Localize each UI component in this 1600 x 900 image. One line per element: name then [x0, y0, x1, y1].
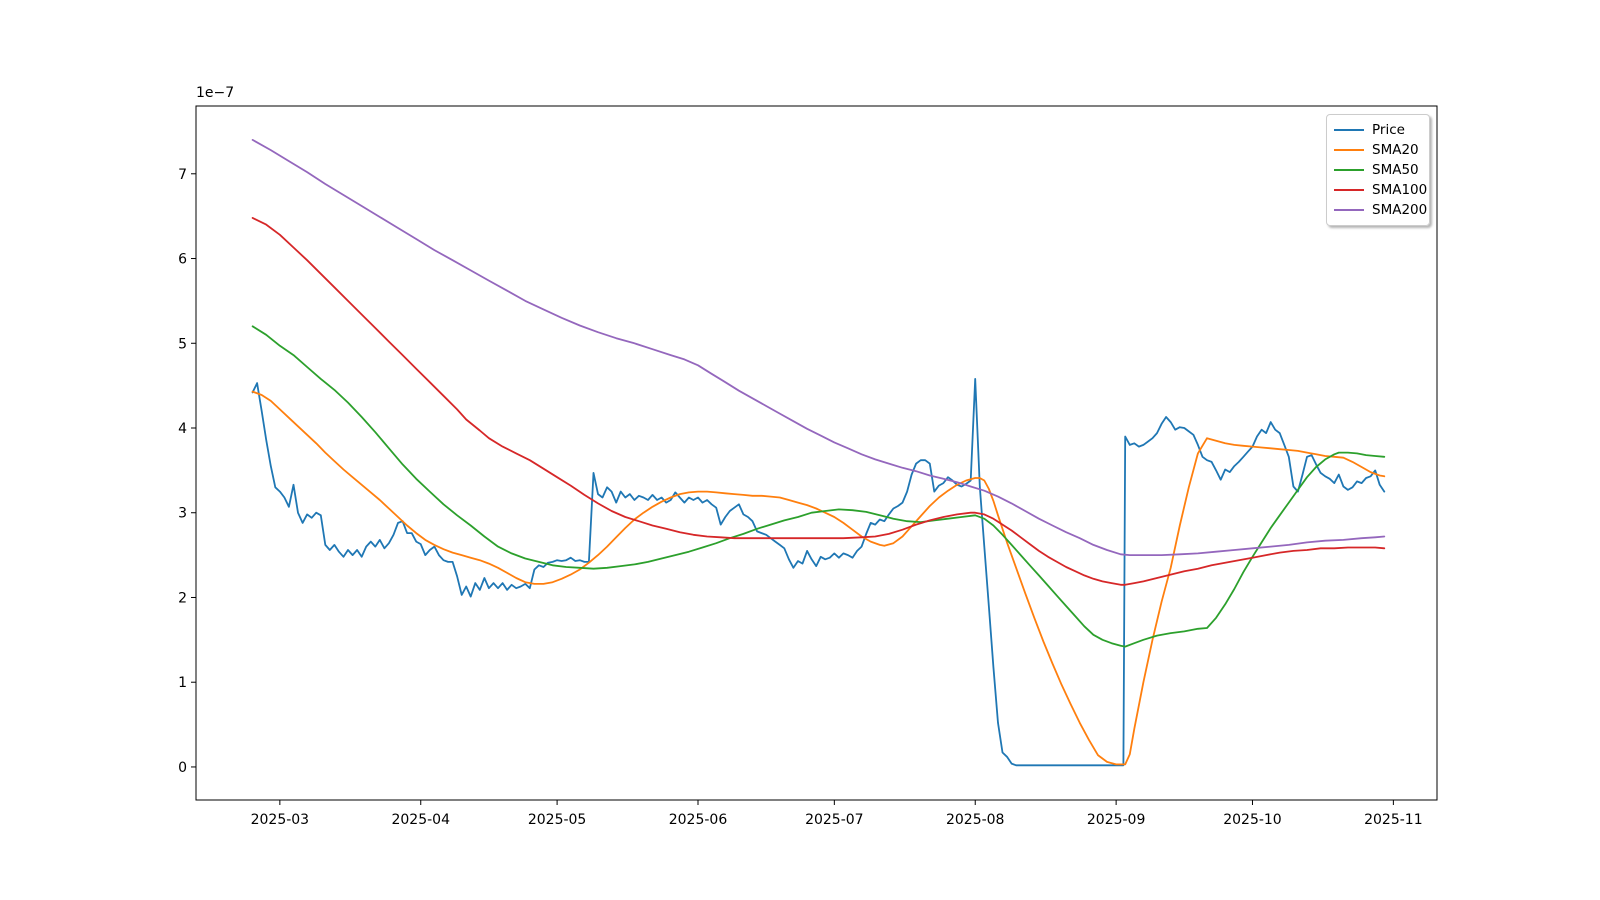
legend-line-sample [1334, 149, 1364, 151]
legend-box: Price SMA20 SMA50 SMA100 SMA200 [1326, 114, 1430, 226]
legend-item-sma100: SMA100 [1334, 180, 1427, 200]
legend-line-sample [1334, 209, 1364, 211]
x-tick-label: 2025-10 [1223, 812, 1282, 828]
y-tick-label: 2 [178, 590, 187, 606]
series-line-sma200 [251, 138, 1386, 556]
legend-label: Price [1372, 122, 1405, 138]
y-tick-label: 5 [178, 336, 187, 352]
legend-label: SMA200 [1372, 202, 1428, 218]
y-tick-label: 3 [178, 506, 187, 522]
y-tick-label: 4 [178, 421, 187, 437]
y-tick-label: 7 [178, 167, 187, 183]
x-tick-label: 2025-08 [946, 812, 1005, 828]
legend-line-sample [1334, 189, 1364, 191]
x-tick-label: 2025-03 [251, 812, 310, 828]
legend-line-sample [1334, 169, 1364, 171]
axes-spines [195, 105, 1438, 801]
series-line-sma50 [251, 325, 1386, 648]
y-tick-label: 0 [178, 760, 187, 776]
series-line-sma100 [251, 216, 1386, 586]
series-line-sma20 [251, 390, 1386, 766]
y-tick-label: 6 [178, 252, 187, 268]
x-tick-label: 2025-09 [1087, 812, 1146, 828]
legend-item-sma20: SMA20 [1334, 140, 1422, 160]
x-tick-label: 2025-07 [805, 812, 864, 828]
legend-item-price: Price [1334, 120, 1422, 140]
legend-line-sample [1334, 129, 1364, 131]
legend-item-sma50: SMA50 [1334, 160, 1422, 180]
legend-label: SMA50 [1372, 162, 1419, 178]
x-tick-label: 2025-11 [1364, 812, 1423, 828]
series-line-price [251, 377, 1386, 767]
x-tick-label: 2025-04 [391, 812, 450, 828]
y-axis-offset-label: 1e−7 [196, 85, 235, 101]
x-tick-label: 2025-06 [669, 812, 728, 828]
x-tick-label: 2025-05 [528, 812, 587, 828]
legend-item-sma200: SMA200 [1334, 200, 1427, 220]
legend-label: SMA20 [1372, 142, 1419, 158]
legend-label: SMA100 [1372, 182, 1428, 198]
y-tick-label: 1 [178, 675, 187, 691]
